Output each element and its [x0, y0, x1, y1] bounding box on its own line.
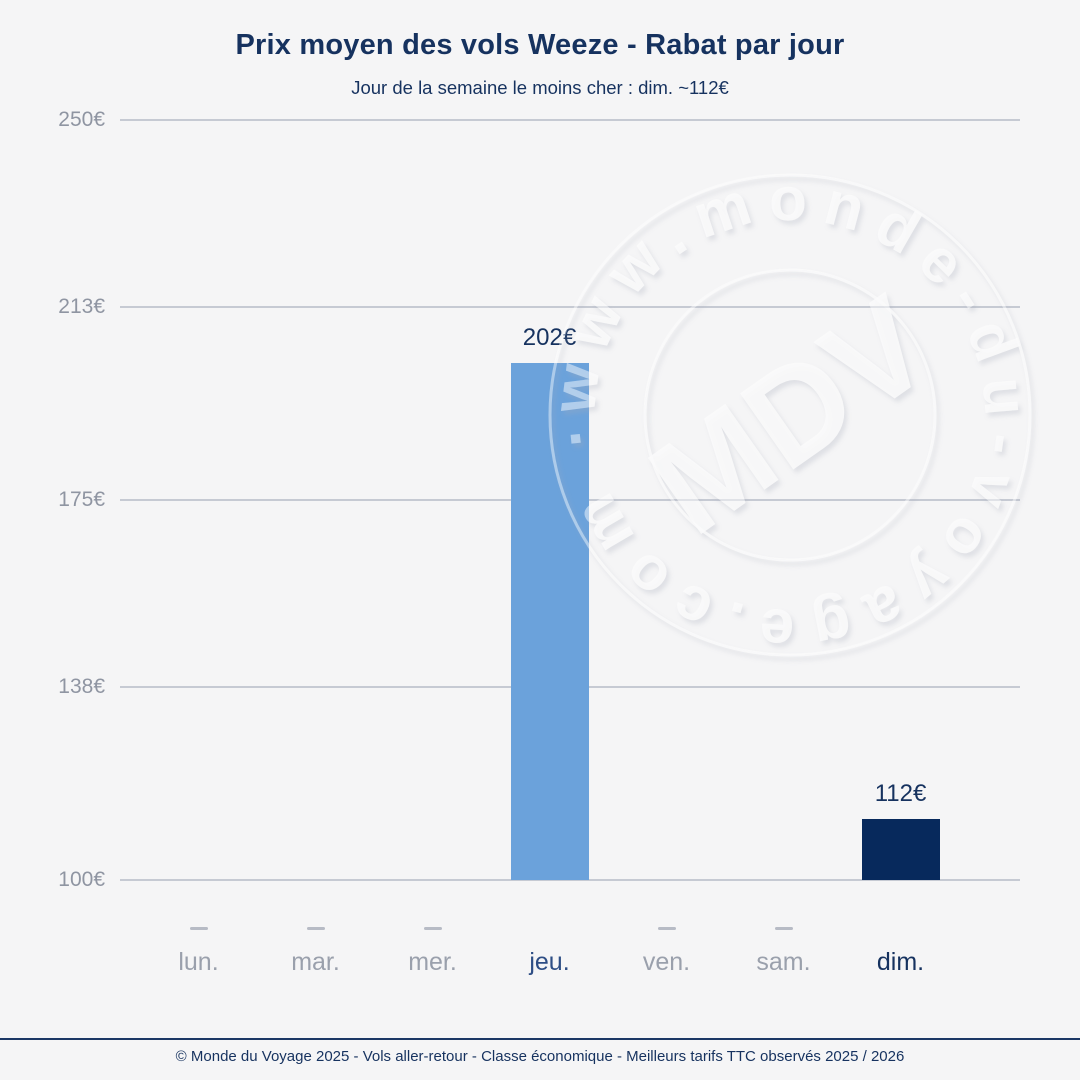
watermark-outer-ring — [548, 173, 1032, 657]
page-title: Prix moyen des vols Weeze - Rabat par jo… — [235, 29, 845, 61]
no-data-dash — [189, 927, 208, 930]
bar-value-label: 112€ — [874, 780, 927, 808]
y-axis-tick-label: 213€ — [58, 295, 105, 319]
bar-dim — [861, 819, 940, 880]
no-data-dash — [657, 927, 676, 930]
y-axis-tick-label: 100€ — [58, 868, 105, 891]
page-subtitle: Jour de la semaine le moins cher : dim. … — [351, 77, 729, 98]
no-data-dash — [423, 927, 442, 930]
x-axis-label-mer: mer. — [408, 948, 457, 976]
bar-jeu — [510, 363, 589, 880]
x-axis-label-lun: lun. — [178, 948, 219, 976]
y-axis-tick-label: 250€ — [58, 108, 105, 131]
watermark-center-text: MDV — [624, 267, 956, 563]
bar-value-label: 202€ — [522, 324, 577, 352]
x-axis-label-mar: mar. — [291, 948, 340, 976]
gridline — [120, 119, 1020, 121]
y-axis-tick-label: 138€ — [58, 675, 105, 699]
watermark-circle-text: www.monde-du-voyage.com · — [539, 165, 1041, 666]
y-axis-tick-label: 175€ — [58, 488, 105, 511]
x-axis-label-ven: ven. — [642, 948, 691, 976]
gridline — [120, 306, 1020, 309]
no-data-dash — [774, 927, 793, 930]
gridline — [120, 879, 1020, 881]
x-axis-label-dim: dim. — [876, 948, 925, 976]
footer-copyright: © Monde du Voyage 2025 - Vols aller-reto… — [175, 1048, 905, 1065]
x-axis-label-sam: sam. — [756, 948, 811, 976]
watermark-stamp: www.monde-du-voyage.com · MDV — [539, 165, 1041, 666]
watermark-inner-ring — [643, 268, 937, 562]
no-data-dash — [306, 927, 325, 930]
x-axis-label-jeu: jeu. — [529, 948, 570, 976]
footer-divider — [0, 1038, 1080, 1040]
